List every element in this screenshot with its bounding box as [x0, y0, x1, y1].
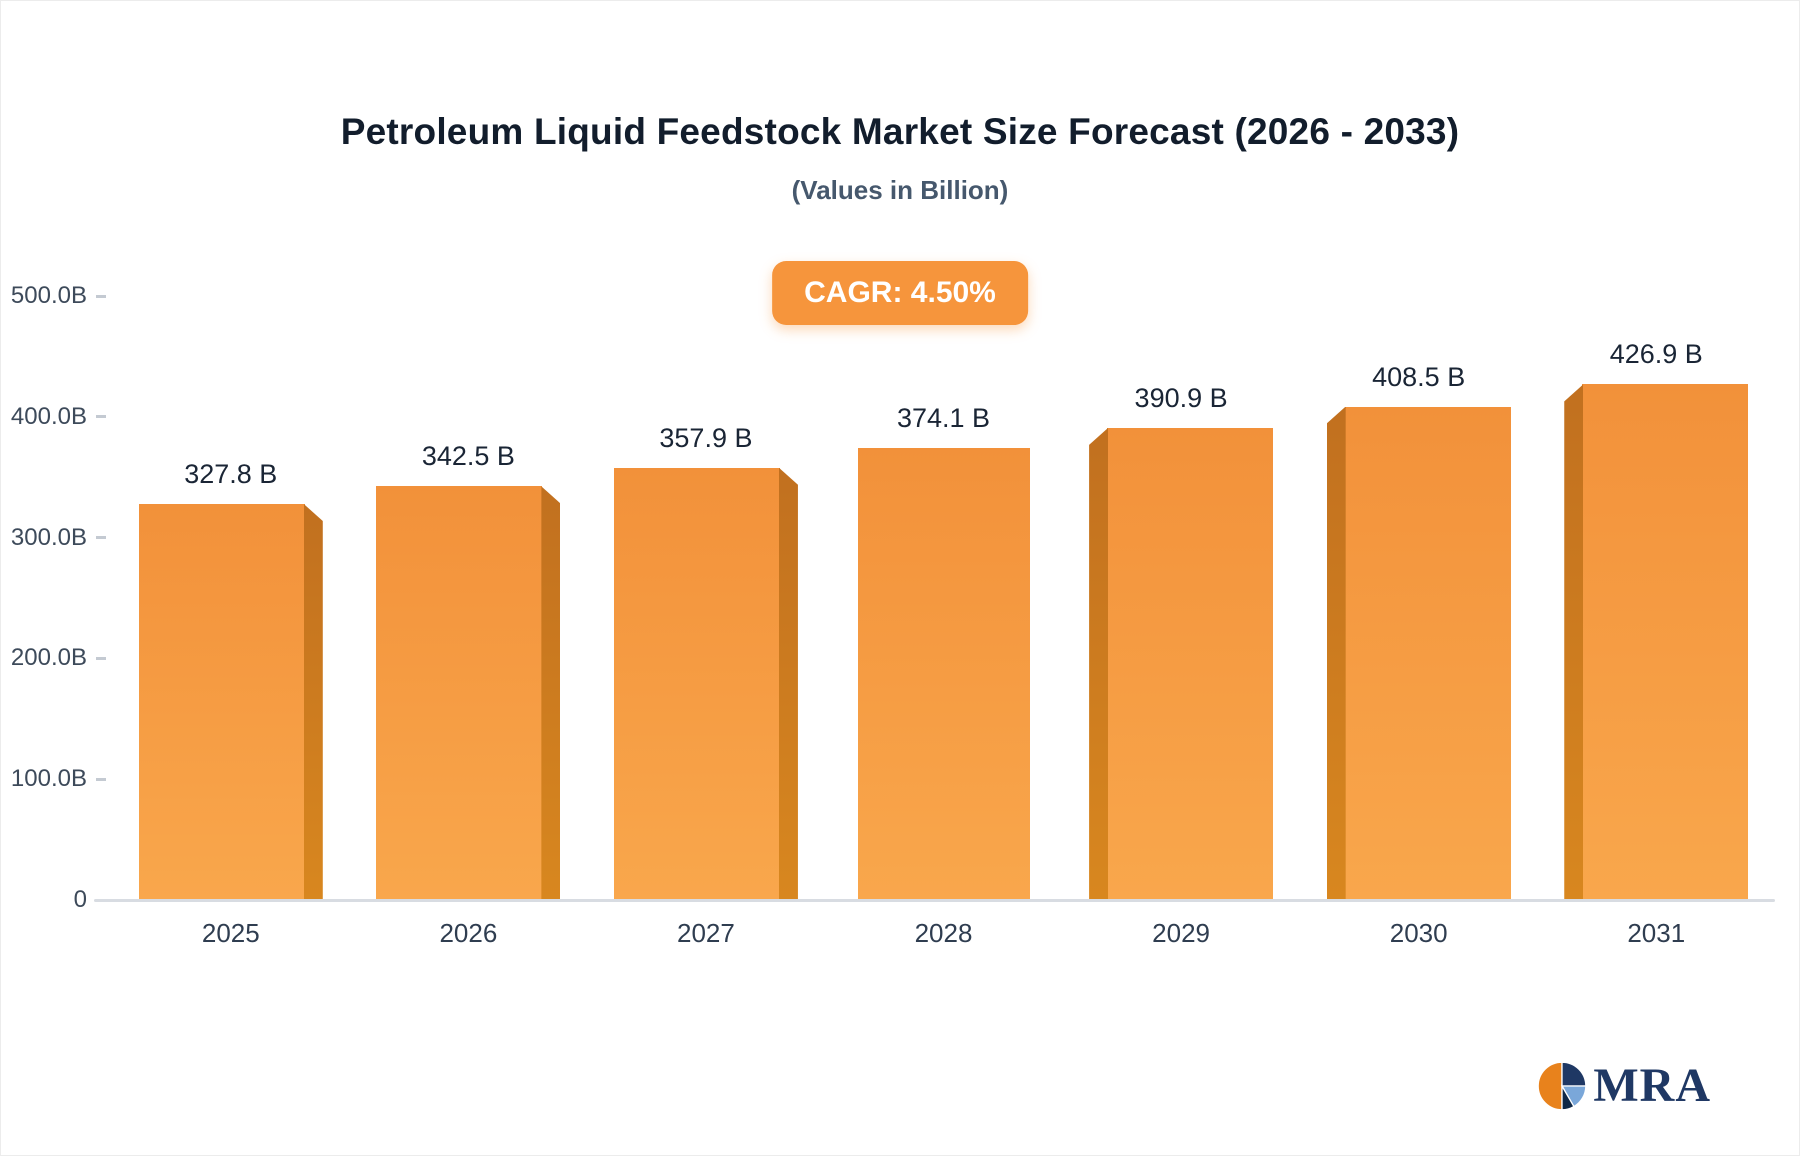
value-label-2029: 390.9 B: [1134, 382, 1228, 413]
bar-face-2027: [613, 467, 780, 900]
y-tick-label: 300.0B: [10, 523, 87, 551]
bar-2029: [1089, 427, 1274, 900]
y-tick-mark: [96, 415, 106, 419]
x-axis-labels: 2025 2026 2027 2028 2029 2030 2031: [112, 918, 1775, 949]
x-label-2027: 2027: [677, 918, 735, 948]
bar-2026: [376, 486, 561, 900]
bar-slot-2029: 390.9 B: [1062, 296, 1300, 900]
value-label-2027: 357.9 B: [659, 422, 753, 453]
bar-face-2029: [1107, 427, 1274, 900]
bar-slot-2026: 342.5 B: [350, 296, 588, 900]
bar-face-2030: [1344, 406, 1511, 900]
bar-side-2030: [1326, 406, 1346, 900]
bar-side-2025: [303, 504, 323, 900]
y-axis: 500.0B 400.0B 300.0B 200.0B 100.0B 0: [11, 282, 1775, 913]
x-label-2026: 2026: [439, 918, 498, 948]
bar-2027: [613, 467, 798, 900]
bar-2028: [852, 448, 1036, 900]
bar-face-2031: [1582, 384, 1749, 900]
bars-container: 327.8 B 342.5 B 357.9 B 374.1 B 390.9 B 408.5…: [112, 296, 1775, 900]
bar-side-2029: [1089, 427, 1109, 900]
y-tick-mark: [96, 656, 106, 660]
chart-title: Petroleum Liquid Feedstock Market Size F…: [340, 111, 1460, 152]
y-tick-label: 400.0B: [10, 402, 87, 430]
y-tick-400: 400.0B: [7, 403, 106, 431]
bar-face-2028: [857, 448, 1030, 900]
y-tick-mark: [96, 777, 106, 781]
bar-2025: [138, 504, 323, 900]
bar-2030: [1326, 406, 1511, 900]
bar-side-2031: [1564, 384, 1584, 900]
value-label-2028: 374.1 B: [896, 403, 991, 434]
logo-text: MRA: [1593, 1059, 1711, 1112]
value-label-2026: 342.5 B: [421, 441, 515, 472]
x-label-2025: 2025: [201, 918, 260, 948]
value-label-2030: 408.5 B: [1372, 361, 1466, 392]
y-tick-label: 100.0B: [10, 765, 87, 793]
y-tick-200: 200.0B: [7, 644, 106, 672]
y-tick-100: 100.0B: [7, 765, 106, 793]
brand-logo: MRA: [1536, 1058, 1711, 1113]
bar-face-2025: [138, 504, 305, 900]
value-label-2025: 327.8 B: [184, 459, 278, 489]
cagr-badge: CAGR: 4.50%: [772, 261, 1028, 325]
bar-slot-2028: 374.1 B: [825, 296, 1063, 900]
y-tick-label: 0: [73, 886, 87, 913]
y-tick-300: 300.0B: [7, 524, 106, 552]
y-tick-mark: [96, 294, 106, 298]
x-label-2030: 2030: [1389, 918, 1448, 948]
value-label-2031: 426.9 B: [1609, 339, 1703, 370]
bar-side-2027: [778, 467, 798, 900]
y-tick-label: 500.0B: [10, 282, 87, 309]
y-tick-500: 500.0B: [7, 282, 106, 310]
bar-slot-2025: 327.8 B: [112, 296, 350, 900]
bar-2031: [1564, 384, 1749, 900]
bar-side-2026: [541, 486, 561, 900]
x-axis-line: [94, 899, 1775, 902]
logo-pie-icon: [1537, 1061, 1587, 1110]
y-tick-mark: [96, 536, 106, 540]
x-label-2029: 2029: [1152, 918, 1211, 948]
x-label-2031: 2031: [1627, 918, 1686, 948]
x-label-2028: 2028: [914, 918, 973, 948]
y-tick-label: 200.0B: [10, 644, 87, 672]
bar-slot-2027: 357.9 B: [587, 296, 825, 900]
bar-face-2026: [376, 486, 543, 900]
bar-slot-2031: 426.9 B: [1537, 296, 1775, 900]
bar-slot-2030: 408.5 B: [1300, 296, 1538, 900]
y-tick-0: 0: [7, 886, 106, 914]
chart-subtitle: (Values in Billion): [791, 175, 1009, 205]
